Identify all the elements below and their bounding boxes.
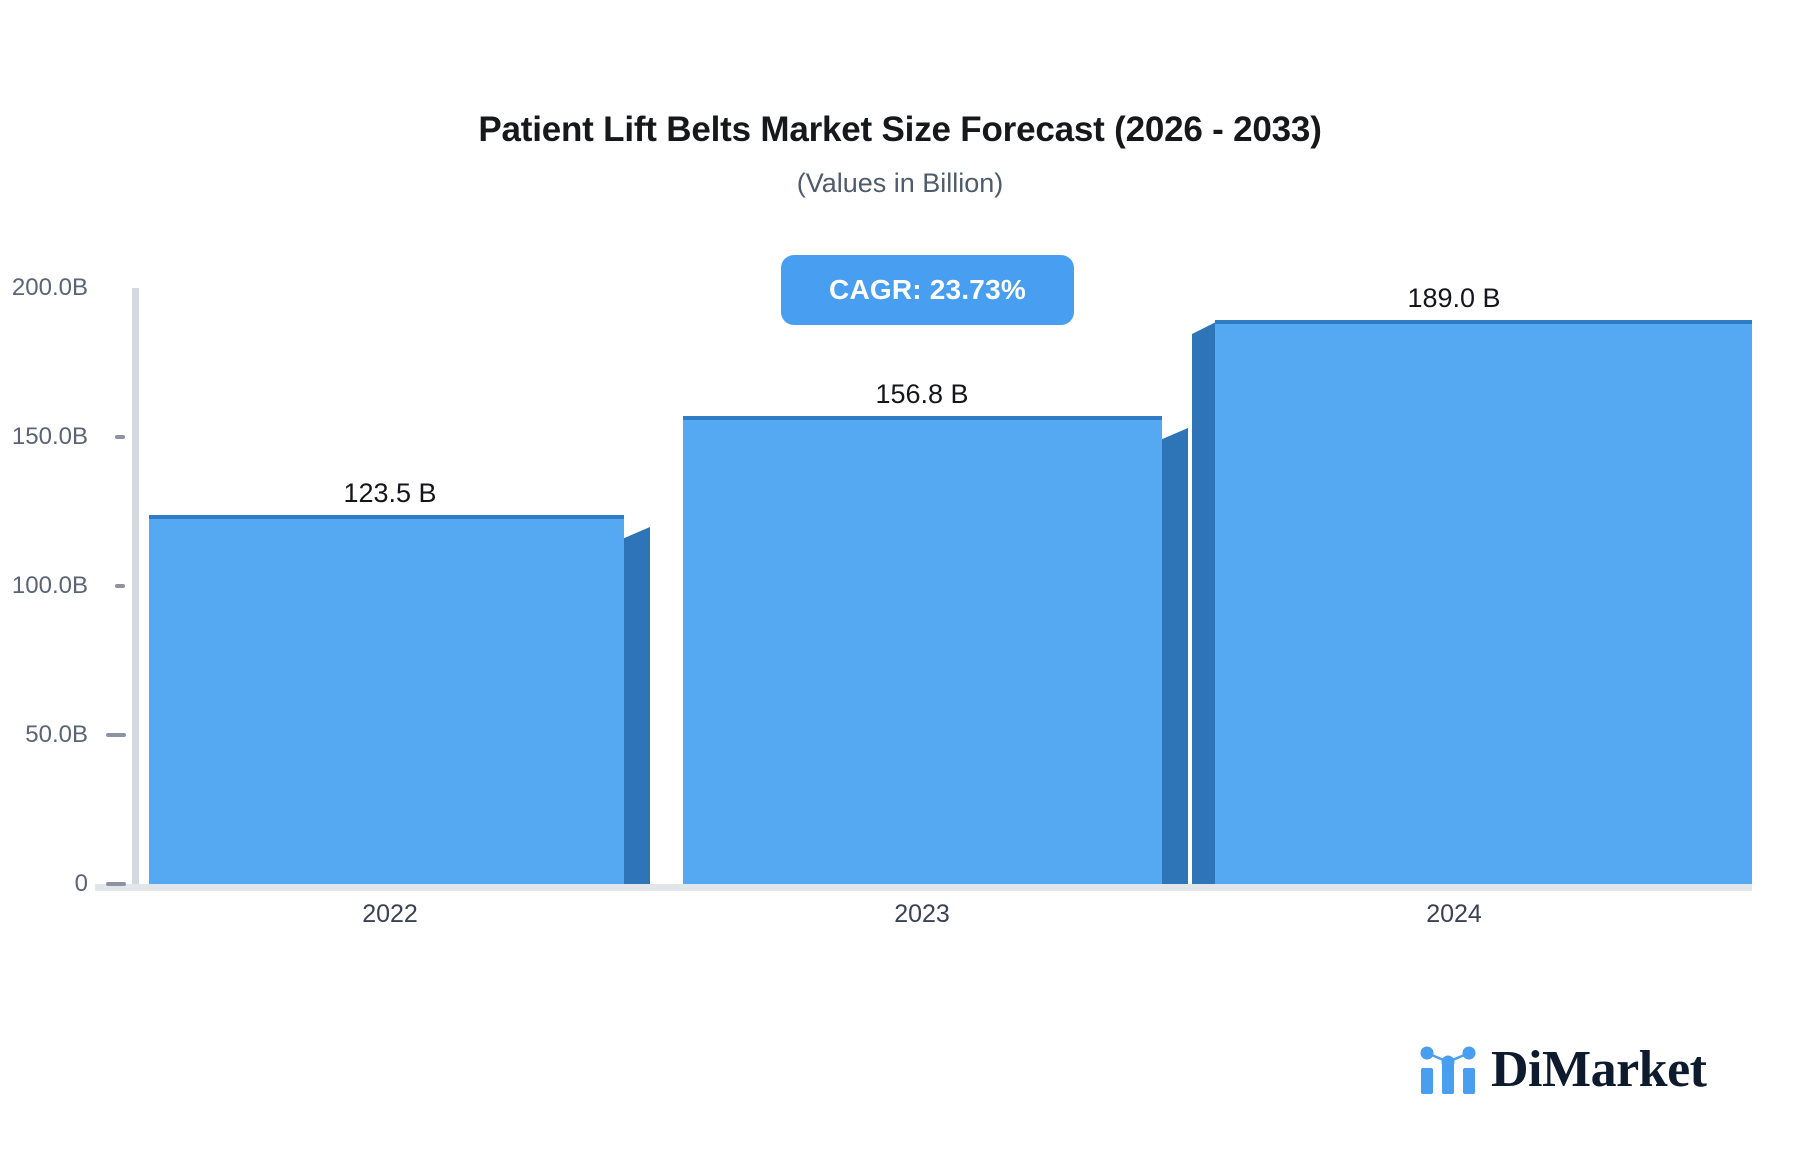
x-axis-line [95,884,1752,891]
y-tick-label-100: 100.0B [11,572,88,599]
y-tick-label-50: 50.0B [25,721,88,748]
x-tick-label-2024: 2024 [1426,900,1482,928]
logo-wordmark: DiMarket [1491,1041,1707,1098]
bar-2023[interactable] [683,416,1162,884]
x-tick-label-2023: 2023 [894,900,950,928]
bar-side-2022 [622,527,650,884]
y-tick-dash-100 [115,584,125,588]
bar-value-label-2024: 189.0 B [1407,283,1501,313]
y-axis-line [132,288,139,885]
y-tick-dash-0 [106,882,126,886]
bar-2022[interactable] [149,515,624,884]
chart-title: Patient Lift Belts Market Size Forecast … [478,110,1322,149]
bar-value-label-2022: 123.5 B [343,478,437,508]
cagr-badge-label: CAGR: 23.73% [829,274,1026,305]
x-tick-label-2022: 2022 [362,900,418,928]
y-tick-label-200: 200.0B [11,274,88,301]
bar-2024[interactable] [1215,320,1752,884]
bar-side-2023 [1160,428,1188,884]
y-tick-label-0: 0 [74,870,88,897]
dimarket-logo: DiMarket [1419,1040,1707,1100]
chart-subtitle: (Values in Billion) [796,168,1004,198]
cagr-badge: CAGR: 23.73% [781,255,1074,325]
y-tick-dash-150 [115,435,125,439]
y-tick-label-150: 150.0B [11,423,88,450]
bar-value-label-2023: 156.8 B [875,379,969,409]
y-tick-dash-50 [106,733,126,737]
bar-chart-trend-icon [1420,1046,1476,1094]
